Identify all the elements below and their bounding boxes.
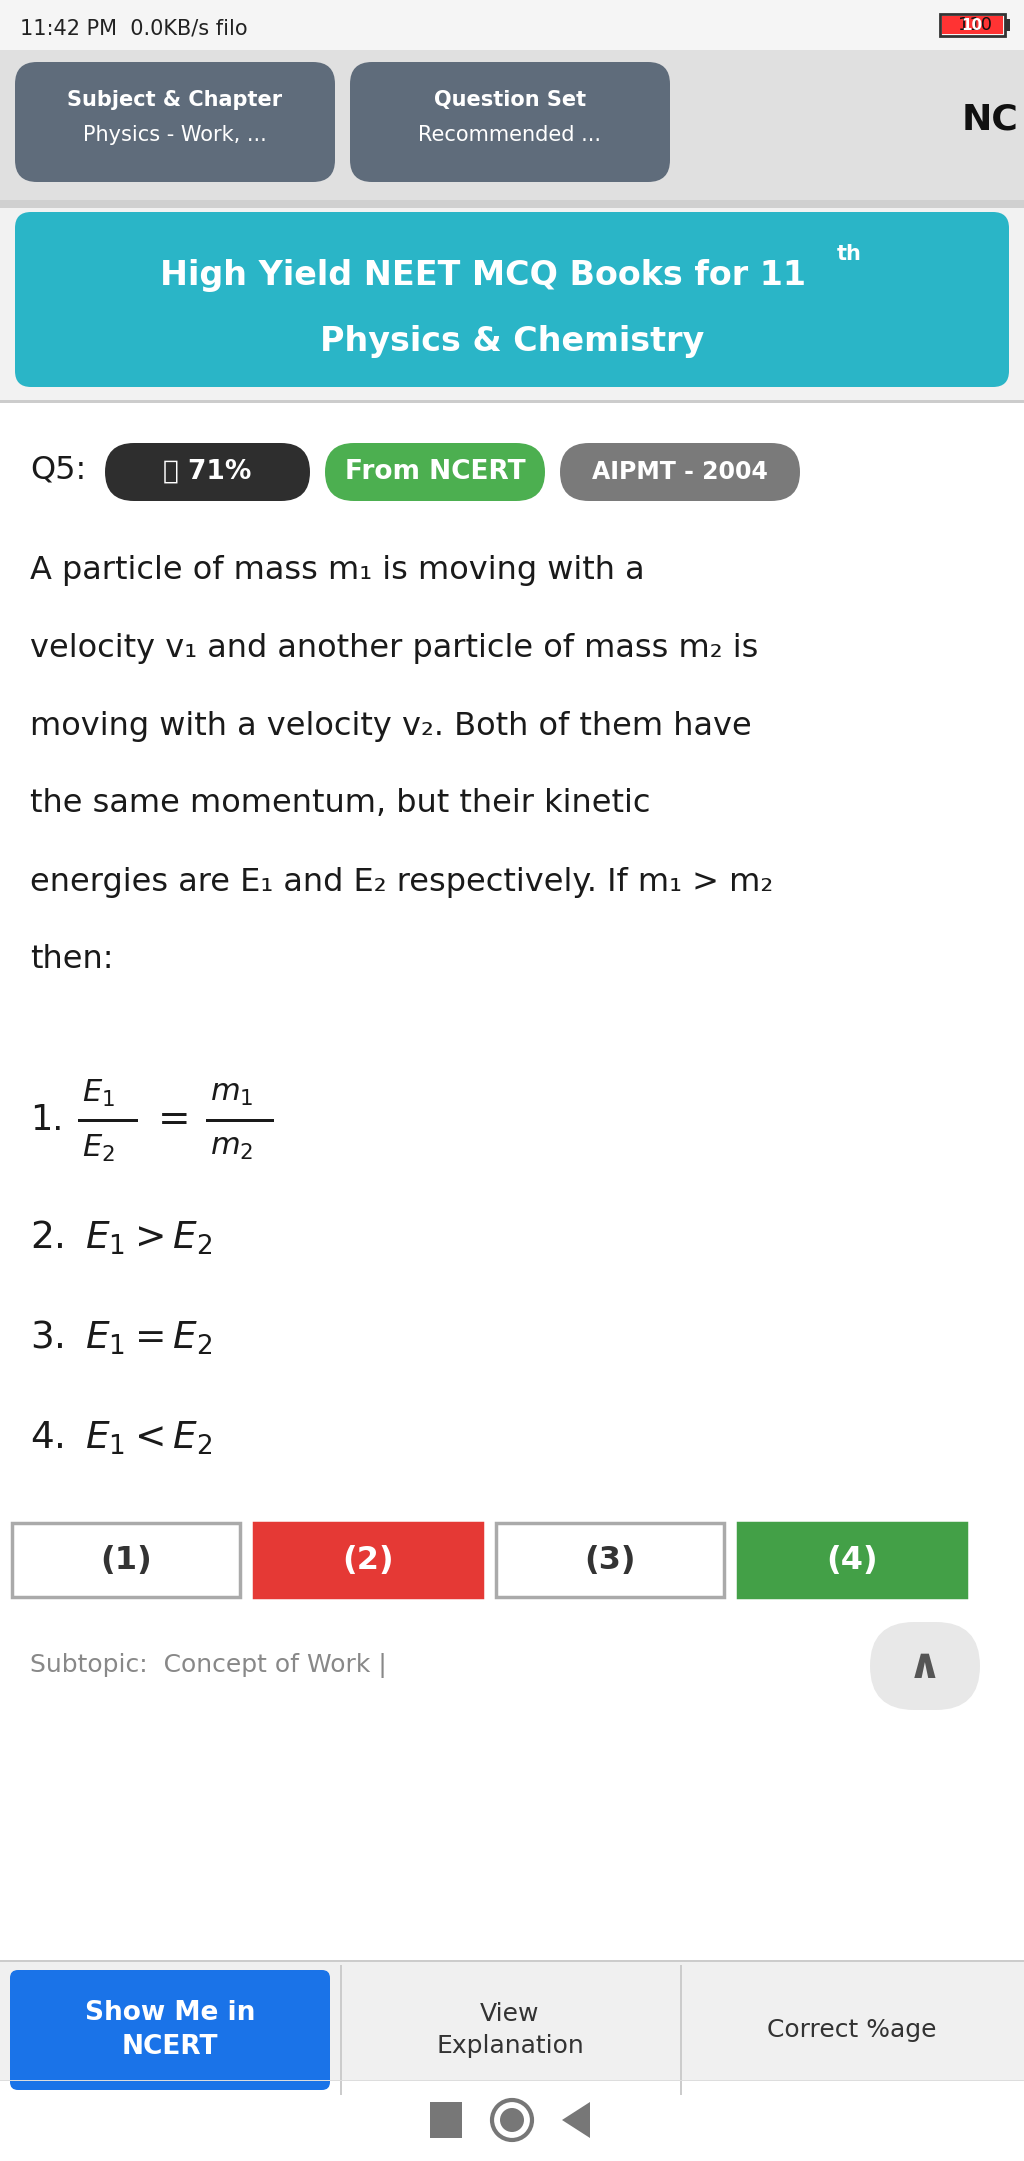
Circle shape <box>500 2107 524 2133</box>
Text: the same momentum, but their kinetic: the same momentum, but their kinetic <box>30 789 650 819</box>
Bar <box>940 13 1008 37</box>
Text: energies are E₁ and E₂ respectively. If m₁ > m₂: energies are E₁ and E₂ respectively. If … <box>30 867 773 897</box>
Bar <box>0 201 1024 207</box>
FancyBboxPatch shape <box>15 212 1009 387</box>
Text: 1.: 1. <box>30 1104 63 1137</box>
Text: AIPMT - 2004: AIPMT - 2004 <box>592 460 768 484</box>
Bar <box>254 1524 482 1597</box>
Bar <box>0 0 1024 50</box>
Text: 👍 71%: 👍 71% <box>163 458 251 484</box>
Bar <box>12 1524 240 1597</box>
Text: Q5:: Q5: <box>30 454 86 486</box>
Text: $E_2$: $E_2$ <box>82 1132 115 1163</box>
Text: Physics - Work, ...: Physics - Work, ... <box>83 125 267 145</box>
Text: Recommended ...: Recommended ... <box>419 125 601 145</box>
Text: $m_1$: $m_1$ <box>210 1078 253 1106</box>
FancyBboxPatch shape <box>560 443 800 501</box>
Text: (2): (2) <box>342 1545 394 1575</box>
Text: $4.\ E_1 < E_2$: $4.\ E_1 < E_2$ <box>30 1420 212 1457</box>
FancyBboxPatch shape <box>10 1971 330 2090</box>
Bar <box>340 1964 342 2094</box>
Text: =: = <box>158 1102 190 1139</box>
Text: th: th <box>837 244 862 264</box>
Text: NC: NC <box>962 104 1019 136</box>
Text: Subtopic:  Concept of Work |: Subtopic: Concept of Work | <box>30 1653 387 1677</box>
Text: (4): (4) <box>826 1545 878 1575</box>
Text: 110: 110 <box>958 15 992 35</box>
Text: Correct %age: Correct %age <box>767 2018 937 2042</box>
Text: A particle of mass m₁ is moving with a: A particle of mass m₁ is moving with a <box>30 555 645 586</box>
Bar <box>430 2103 462 2137</box>
Text: High Yield NEET MCQ Books for 11: High Yield NEET MCQ Books for 11 <box>160 259 806 292</box>
Bar <box>0 50 1024 201</box>
Text: Show Me in
NCERT: Show Me in NCERT <box>85 1999 255 2059</box>
FancyBboxPatch shape <box>325 443 545 501</box>
Bar <box>78 1119 138 1122</box>
Bar <box>1005 19 1010 30</box>
Bar <box>680 1964 682 2094</box>
Text: Subject & Chapter: Subject & Chapter <box>68 91 283 110</box>
FancyBboxPatch shape <box>15 63 335 182</box>
Text: then:: then: <box>30 944 114 975</box>
Text: 11:42 PM  0.0KB/s filo: 11:42 PM 0.0KB/s filo <box>20 17 248 39</box>
Bar <box>738 1524 966 1597</box>
Bar <box>942 15 1002 35</box>
Text: ∧: ∧ <box>908 1645 942 1688</box>
Text: $3.\ E_1 = E_2$: $3.\ E_1 = E_2$ <box>30 1318 212 1357</box>
Bar <box>0 400 1024 402</box>
Bar <box>0 400 1024 2161</box>
FancyBboxPatch shape <box>870 1623 980 1709</box>
Text: moving with a velocity v₂. Both of them have: moving with a velocity v₂. Both of them … <box>30 711 752 741</box>
Polygon shape <box>562 2103 590 2137</box>
Text: Question Set: Question Set <box>434 91 586 110</box>
Bar <box>0 2081 1024 2161</box>
Bar <box>940 13 1005 37</box>
FancyBboxPatch shape <box>350 63 670 182</box>
Text: View
Explanation: View Explanation <box>436 2003 584 2057</box>
Text: (1): (1) <box>100 1545 152 1575</box>
Text: 10: 10 <box>962 17 983 32</box>
Text: (3): (3) <box>585 1545 636 1575</box>
Bar <box>496 1524 724 1597</box>
Text: $2.\ E_1 > E_2$: $2.\ E_1 > E_2$ <box>30 1219 212 1258</box>
FancyBboxPatch shape <box>105 443 310 501</box>
Text: velocity v₁ and another particle of mass m₂ is: velocity v₁ and another particle of mass… <box>30 633 759 663</box>
Bar <box>0 1960 1024 2161</box>
Text: Physics & Chemistry: Physics & Chemistry <box>319 326 705 359</box>
Text: $m_2$: $m_2$ <box>210 1135 253 1163</box>
Bar <box>206 1119 274 1122</box>
Text: From NCERT: From NCERT <box>345 458 525 484</box>
Text: $E_1$: $E_1$ <box>82 1078 115 1109</box>
